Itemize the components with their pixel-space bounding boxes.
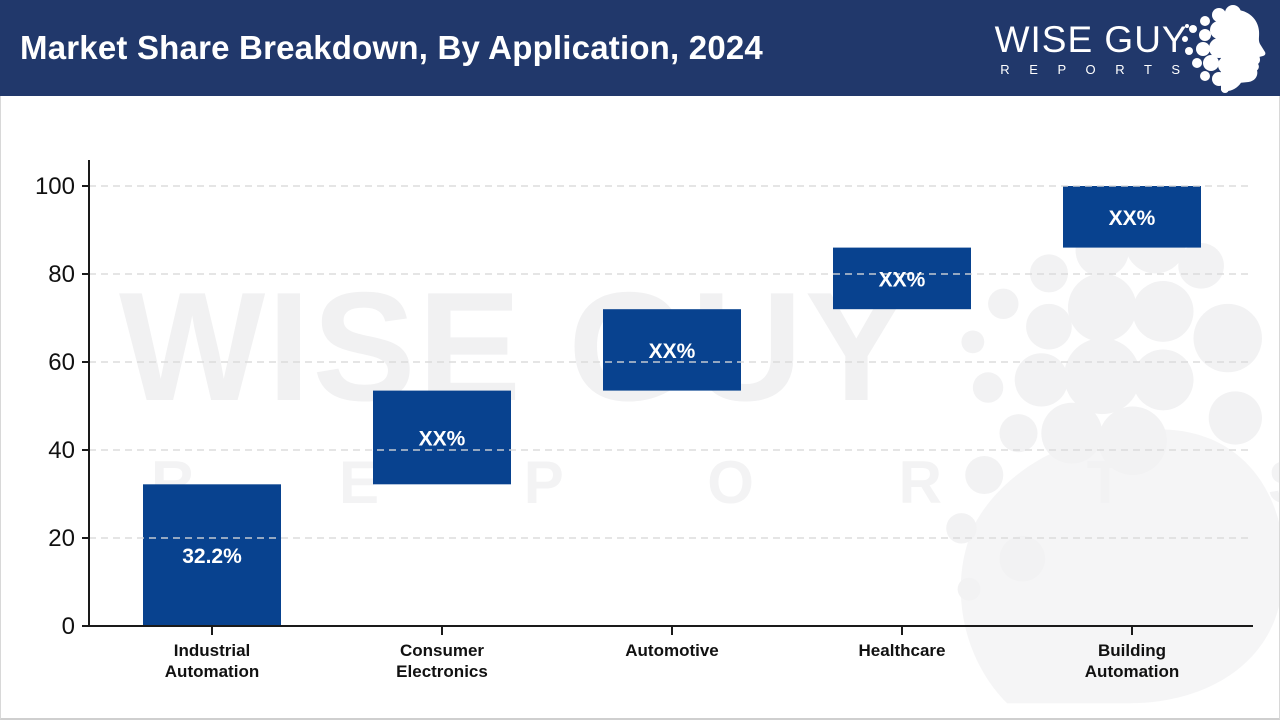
category-label-1: Industrial bbox=[174, 641, 251, 660]
bar-label-3: XX% bbox=[649, 340, 696, 363]
y-tick-label-100: 100 bbox=[35, 173, 75, 200]
category-label-3: Automotive bbox=[625, 641, 719, 660]
y-tick-label-40: 40 bbox=[48, 437, 75, 464]
bar-label-2: XX% bbox=[419, 427, 466, 450]
category-label-4: Healthcare bbox=[859, 641, 946, 660]
category-label-2: Consumer bbox=[400, 641, 484, 660]
category-label-1: Automation bbox=[165, 662, 259, 681]
y-tick-label-20: 20 bbox=[48, 525, 75, 552]
bar-1 bbox=[143, 484, 281, 626]
bar-label-4: XX% bbox=[879, 268, 926, 291]
y-tick-label-0: 0 bbox=[62, 613, 75, 640]
logo-text: WISE GUY R E P O R T S bbox=[994, 19, 1188, 78]
category-label-2: Electronics bbox=[396, 662, 488, 681]
bar-label-5: XX% bbox=[1109, 207, 1156, 230]
chart-area: WISE GUY R E P O R T S bbox=[0, 96, 1280, 720]
bar-2 bbox=[373, 390, 511, 485]
logo-head-icon bbox=[1182, 5, 1266, 93]
bar-label-1: 32.2% bbox=[182, 545, 242, 568]
logo-tagline: R E P O R T S bbox=[1000, 62, 1188, 77]
bar-5 bbox=[1063, 186, 1201, 248]
header: Market Share Breakdown, By Application, … bbox=[0, 0, 1280, 96]
wise-guy-logo: WISE GUY R E P O R T S bbox=[994, 5, 1266, 93]
logo-name: WISE GUY bbox=[994, 19, 1188, 60]
bar-3 bbox=[603, 309, 741, 391]
y-tick-label-80: 80 bbox=[48, 261, 75, 288]
category-label-5: Automation bbox=[1085, 662, 1179, 681]
bar-4 bbox=[833, 247, 971, 310]
category-label-5: Building bbox=[1098, 641, 1166, 660]
page-title: Market Share Breakdown, By Application, … bbox=[20, 29, 763, 66]
y-tick-label-60: 60 bbox=[48, 349, 75, 376]
waterfall-chart: 0 20 40 60 80 100 Industrial Automation Consumer… bbox=[35, 160, 1253, 681]
